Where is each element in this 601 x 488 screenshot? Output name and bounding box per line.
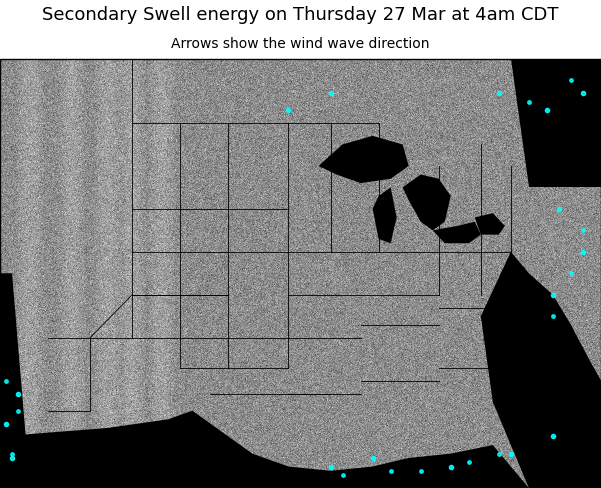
Polygon shape — [403, 175, 451, 230]
Polygon shape — [319, 136, 409, 183]
Polygon shape — [0, 273, 30, 488]
Polygon shape — [373, 187, 397, 243]
Polygon shape — [475, 213, 505, 235]
Polygon shape — [433, 222, 481, 243]
Text: Arrows show the wind wave direction: Arrows show the wind wave direction — [171, 37, 430, 51]
Polygon shape — [511, 59, 601, 187]
Polygon shape — [481, 252, 601, 488]
Polygon shape — [0, 411, 601, 488]
Text: Secondary Swell energy on Thursday 27 Mar at 4am CDT: Secondary Swell energy on Thursday 27 Ma… — [42, 6, 559, 23]
